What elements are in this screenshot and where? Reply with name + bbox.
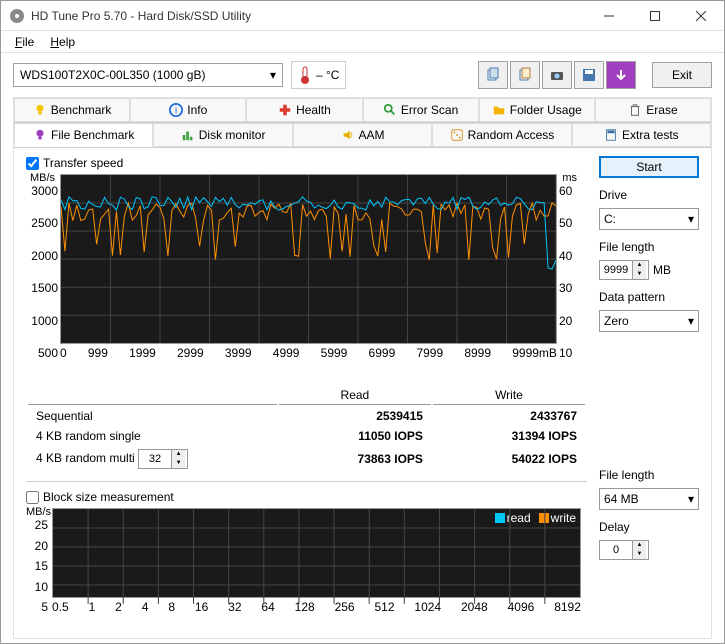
- drive-select[interactable]: WDS100T2X0C-00L350 (1000 gB) ▾: [13, 63, 283, 87]
- drive-label: Drive: [599, 188, 699, 202]
- tab-aam[interactable]: AAM: [293, 123, 432, 147]
- tabs-container: BenchmarkiInfoHealthError ScanFolder Usa…: [13, 97, 712, 639]
- delay-label: Delay: [599, 520, 699, 534]
- start-button[interactable]: Start: [599, 156, 699, 178]
- tab-disk-monitor[interactable]: Disk monitor: [153, 123, 292, 147]
- block-y-unit: MB/s: [26, 506, 51, 518]
- screenshot-button[interactable]: [542, 61, 572, 89]
- data-pattern-label: Data pattern: [599, 290, 699, 304]
- drive-select-value: WDS100T2X0C-00L350 (1000 gB): [20, 68, 205, 82]
- file-length2-label: File length: [599, 468, 699, 482]
- file-length-spinner[interactable]: ▲▼: [599, 260, 649, 280]
- options-button[interactable]: [606, 61, 636, 89]
- titlebar: HD Tune Pro 5.70 - Hard Disk/SSD Utility: [1, 1, 724, 31]
- tabs-row-1: BenchmarkiInfoHealthError ScanFolder Usa…: [14, 98, 711, 123]
- results-table: Read Write Sequential25394152433767 4 KB …: [26, 384, 587, 473]
- delay-spinner[interactable]: ▲▼: [599, 540, 649, 560]
- tab-file-benchmark[interactable]: File Benchmark: [14, 123, 153, 147]
- side-panel: Start Drive C:▾ File length ▲▼ MB Data p…: [599, 156, 699, 630]
- transfer-chart: [60, 174, 557, 344]
- block-chart: read write: [52, 508, 581, 598]
- chevron-down-icon: ▾: [270, 68, 276, 82]
- file-length-label: File length: [599, 240, 699, 254]
- file-length2-select[interactable]: 64 MB▾: [599, 488, 699, 510]
- tabs-row-2: File BenchmarkDisk monitorAAMRandom Acce…: [14, 123, 711, 148]
- tab-error-scan[interactable]: Error Scan: [363, 98, 479, 122]
- tab-benchmark[interactable]: Benchmark: [14, 98, 130, 122]
- tab-erase[interactable]: Erase: [595, 98, 711, 122]
- tab-health[interactable]: Health: [246, 98, 362, 122]
- tab-extra-tests[interactable]: Extra tests: [572, 123, 711, 147]
- results-row: Sequential25394152433767: [28, 407, 585, 425]
- multi-queue-spinner[interactable]: ▲▼: [138, 449, 188, 469]
- tab-random-access[interactable]: Random Access: [432, 123, 571, 147]
- results-row: 4 KB random single11050 IOPS31394 IOPS: [28, 427, 585, 445]
- drive-letter-select[interactable]: C:▾: [599, 208, 699, 230]
- exit-button[interactable]: Exit: [652, 62, 712, 88]
- transfer-speed-label: Transfer speed: [43, 156, 123, 170]
- transfer-speed-checkbox[interactable]: [26, 157, 39, 170]
- col-read: Read: [279, 386, 431, 405]
- y-right-unit: ms: [562, 172, 577, 184]
- save-button[interactable]: [574, 61, 604, 89]
- menu-file[interactable]: File: [9, 33, 40, 51]
- thermometer-icon: [298, 65, 312, 85]
- close-button[interactable]: [678, 1, 724, 31]
- minimize-button[interactable]: [586, 1, 632, 31]
- copy-info-button[interactable]: [478, 61, 508, 89]
- tab-folder-usage[interactable]: Folder Usage: [479, 98, 595, 122]
- svg-text:i: i: [175, 105, 177, 117]
- y-left-unit: MB/s: [30, 172, 55, 184]
- copy-screenshot-button[interactable]: [510, 61, 540, 89]
- toolbar-buttons: [478, 61, 636, 89]
- results-row: 4 KB random multi ▲▼73863 IOPS54022 IOPS: [28, 447, 585, 471]
- col-write: Write: [433, 386, 585, 405]
- data-pattern-select[interactable]: Zero▾: [599, 310, 699, 332]
- file-benchmark-panel: Transfer speed MB/s ms 30002500200015001…: [14, 148, 711, 638]
- temperature-display: – °C: [291, 61, 346, 89]
- file-length-unit: MB: [653, 263, 671, 277]
- menubar: File Help: [1, 31, 724, 53]
- toolbar: WDS100T2X0C-00L350 (1000 gB) ▾ – °C Exit: [1, 53, 724, 97]
- app-icon: [9, 8, 25, 24]
- temperature-value: – °C: [316, 68, 339, 82]
- block-size-checkbox[interactable]: [26, 491, 39, 504]
- tab-info[interactable]: iInfo: [130, 98, 246, 122]
- maximize-button[interactable]: [632, 1, 678, 31]
- menu-help[interactable]: Help: [44, 33, 81, 51]
- block-size-label: Block size measurement: [43, 490, 174, 504]
- window-title: HD Tune Pro 5.70 - Hard Disk/SSD Utility: [31, 9, 586, 23]
